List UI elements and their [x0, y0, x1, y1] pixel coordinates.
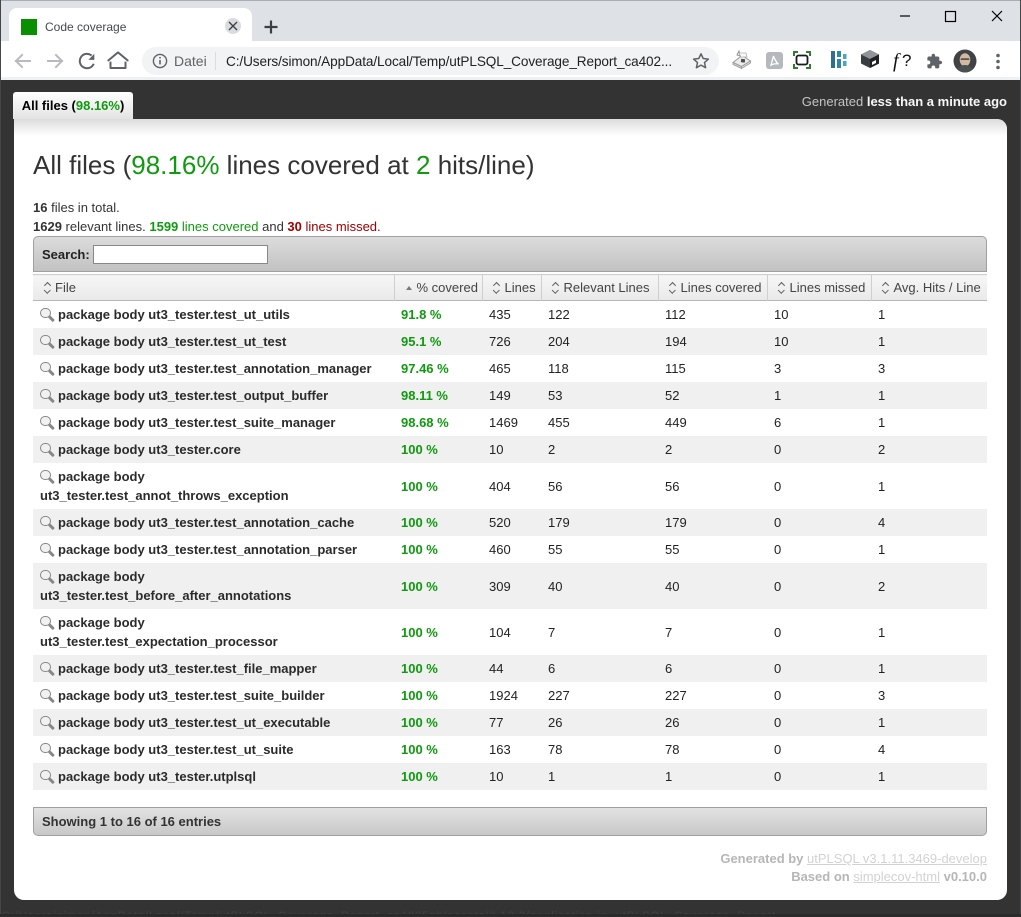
- svg-text:?: ?: [902, 51, 911, 70]
- svg-text:f: f: [893, 50, 901, 72]
